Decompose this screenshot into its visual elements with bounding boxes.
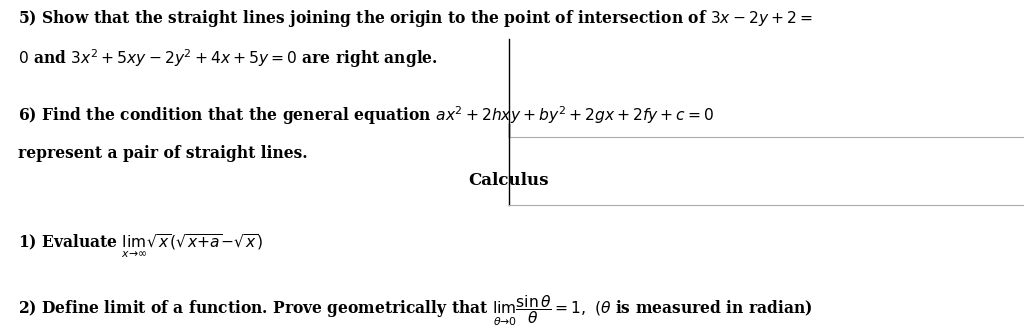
- Text: 1) Evaluate $\lim_{x \to \infty} \sqrt{x}(\sqrt{x+a} - \sqrt{x})$: 1) Evaluate $\lim_{x \to \infty} \sqrt{x…: [18, 232, 264, 260]
- Text: $0$ and $3x^2 + 5xy - 2y^2 + 4x + 5y = 0$ are right angle.: $0$ and $3x^2 + 5xy - 2y^2 + 4x + 5y = 0…: [18, 47, 438, 70]
- Text: 6) Find the condition that the general equation $ax^2 + 2hxy + by^2 + 2gx + 2fy : 6) Find the condition that the general e…: [18, 104, 715, 127]
- Text: 2) Define limit of a function. Prove geometrically that $\lim_{\theta \to 0} \df: 2) Define limit of a function. Prove geo…: [18, 294, 813, 325]
- Text: Calculus: Calculus: [469, 172, 549, 189]
- Text: 5) Show that the straight lines joining the origin to the point of intersection : 5) Show that the straight lines joining …: [18, 8, 813, 29]
- Text: represent a pair of straight lines.: represent a pair of straight lines.: [18, 145, 308, 162]
